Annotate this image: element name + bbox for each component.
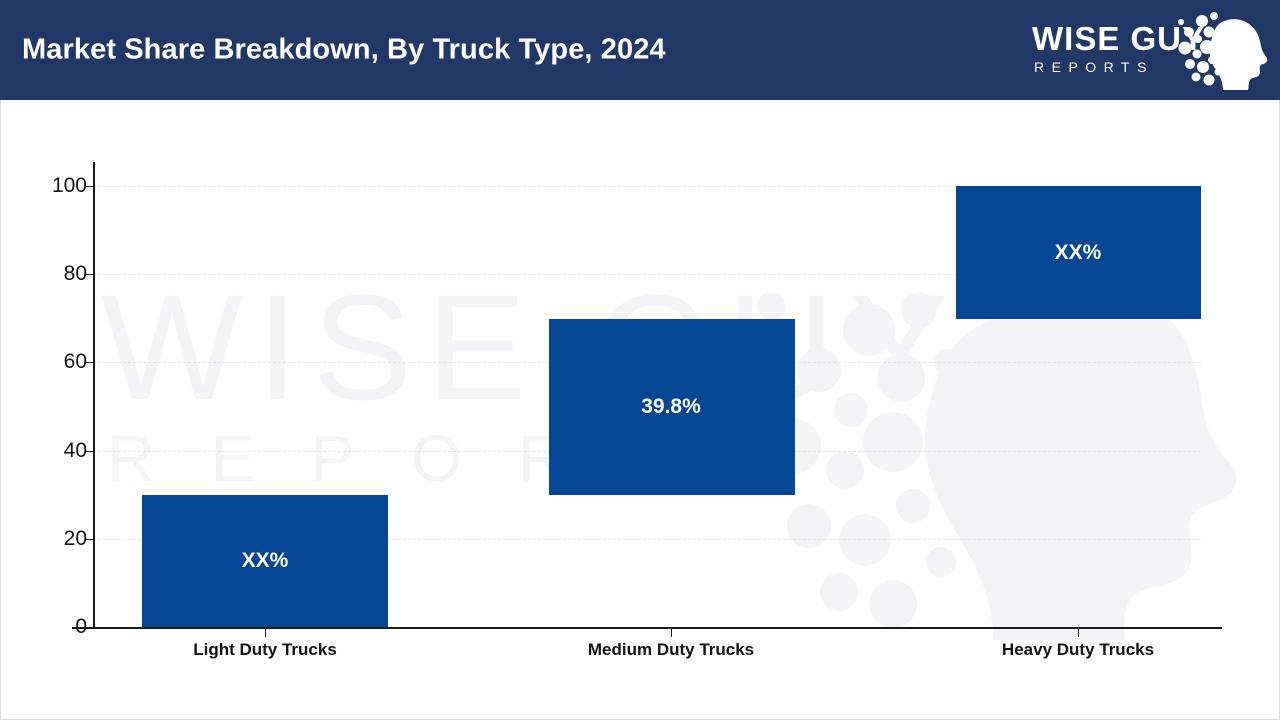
y-tick-label-20: 20	[63, 527, 87, 550]
brand-logo: WISE GUY REPORTS	[1024, 12, 1274, 90]
page-title: Market Share Breakdown, By Truck Type, 2…	[22, 33, 666, 66]
y-tick-label-100: 100	[51, 174, 87, 197]
y-tick-mark-60	[85, 362, 93, 363]
y-tick-label-40: 40	[63, 439, 87, 462]
bar-medium-duty-trucks[interactable]	[549, 319, 795, 495]
brand-wordmark: WISE GUY	[1032, 20, 1206, 57]
x-tick-label-heavy-duty-trucks: Heavy Duty Trucks	[1001, 640, 1155, 659]
x-tick-mark-heavy	[1078, 629, 1079, 637]
gridline-20	[93, 539, 1201, 540]
gridline-80	[93, 274, 1201, 275]
wiseguy-head-icon	[1178, 12, 1268, 90]
y-tick-mark-20	[85, 539, 93, 540]
bar-label-medium-duty-trucks: 39.8%	[641, 395, 701, 418]
y-tick-label-60: 60	[63, 350, 87, 373]
y-axis-spine	[93, 162, 95, 628]
y-tick-label-0: 0	[75, 615, 87, 639]
bar-heavy-duty-trucks[interactable]	[956, 186, 1201, 319]
y-tick-mark-40	[85, 451, 93, 452]
bar-label-light-duty-trucks: XX%	[241, 549, 289, 572]
bar-light-duty-trucks[interactable]	[142, 495, 388, 627]
x-axis-spine	[72, 627, 1222, 629]
x-tick-label-medium-duty-trucks: Medium Duty Trucks	[587, 640, 755, 659]
gridline-100	[93, 186, 1201, 187]
plot-area: 100 80 60 40 20 0 Light Duty Trucks Medi…	[1, 100, 1279, 719]
x-tick-mark-light	[265, 629, 266, 637]
brand-subwordmark: REPORTS	[1034, 59, 1154, 75]
y-tick-label-80: 80	[63, 262, 87, 285]
y-tick-mark-80	[85, 274, 93, 275]
page-header: Market Share Breakdown, By Truck Type, 2…	[0, 0, 1280, 100]
bar-label-heavy-duty-trucks: XX%	[1054, 241, 1102, 264]
x-tick-label-light-duty-trucks: Light Duty Trucks	[193, 640, 337, 659]
x-tick-mark-medium	[671, 629, 672, 637]
y-tick-mark-100	[85, 186, 93, 187]
chart-canvas: WISE GUY REPORTS	[0, 100, 1280, 720]
